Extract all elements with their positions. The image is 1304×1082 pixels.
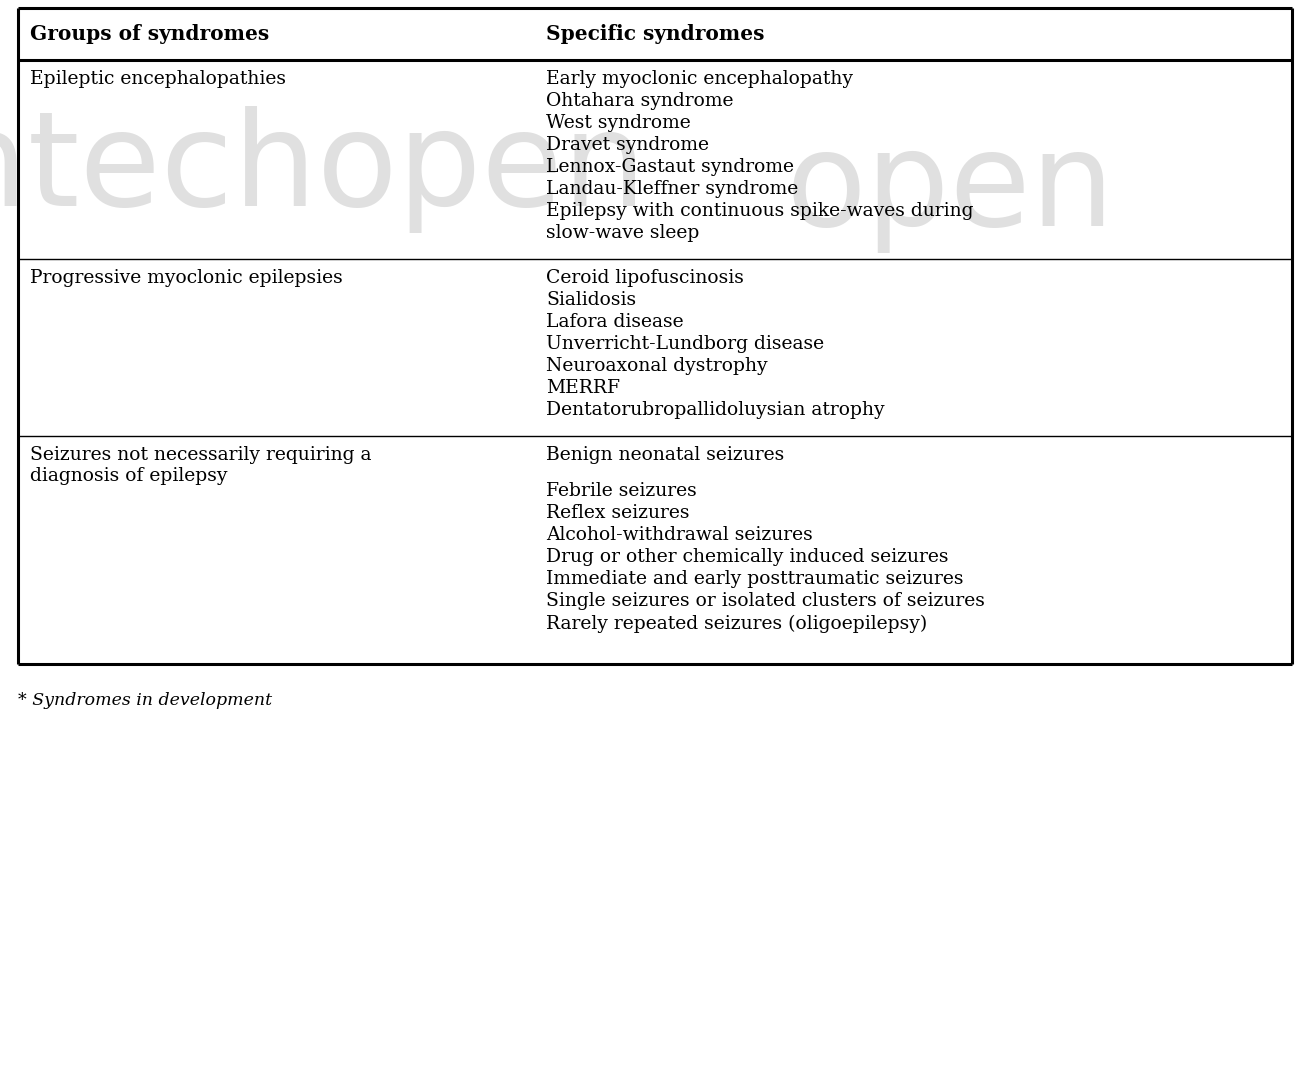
Text: Progressive myoclonic epilepsies: Progressive myoclonic epilepsies [30, 269, 343, 287]
Text: Single seizures or isolated clusters of seizures: Single seizures or isolated clusters of … [546, 592, 985, 610]
Text: Ceroid lipofuscinosis: Ceroid lipofuscinosis [546, 269, 743, 287]
Text: Ohtahara syndrome: Ohtahara syndrome [546, 92, 733, 110]
Text: Neuroaxonal dystrophy: Neuroaxonal dystrophy [546, 357, 768, 375]
Text: Landau-Kleffner syndrome: Landau-Kleffner syndrome [546, 180, 798, 198]
Text: Benign neonatal seizures: Benign neonatal seizures [546, 446, 784, 464]
Text: Immediate and early posttraumatic seizures: Immediate and early posttraumatic seizur… [546, 570, 964, 589]
Text: Dravet syndrome: Dravet syndrome [546, 136, 709, 154]
Text: West syndrome: West syndrome [546, 114, 691, 132]
Text: Drug or other chemically induced seizures: Drug or other chemically induced seizure… [546, 549, 948, 566]
Text: Unverricht-Lundborg disease: Unverricht-Lundborg disease [546, 335, 824, 353]
Text: Intechopen: Intechopen [0, 106, 647, 233]
Text: Dentatorubropallidoluysian atrophy: Dentatorubropallidoluysian atrophy [546, 401, 884, 419]
Text: Rarely repeated seizures (oligoepilepsy): Rarely repeated seizures (oligoepilepsy) [546, 615, 927, 633]
Text: Febrile seizures: Febrile seizures [546, 483, 696, 500]
Text: Reflex seizures: Reflex seizures [546, 504, 690, 523]
Text: * Syndromes in development: * Syndromes in development [18, 692, 273, 709]
Text: MERRF: MERRF [546, 379, 619, 397]
Text: Groups of syndromes: Groups of syndromes [30, 24, 269, 44]
Text: Sialidosis: Sialidosis [546, 291, 636, 309]
Text: Lennox-Gastaut syndrome: Lennox-Gastaut syndrome [546, 158, 794, 176]
Text: Seizures not necessarily requiring a
diagnosis of epilepsy: Seizures not necessarily requiring a dia… [30, 446, 372, 485]
Text: slow-wave sleep: slow-wave sleep [546, 224, 699, 242]
Text: Epileptic encephalopathies: Epileptic encephalopathies [30, 70, 286, 88]
Text: open: open [786, 126, 1116, 253]
Text: Early myoclonic encephalopathy: Early myoclonic encephalopathy [546, 70, 853, 88]
Text: Specific syndromes: Specific syndromes [546, 24, 764, 44]
Text: Alcohol-withdrawal seizures: Alcohol-withdrawal seizures [546, 526, 812, 544]
Text: Lafora disease: Lafora disease [546, 313, 683, 331]
Text: Epilepsy with continuous spike-waves during: Epilepsy with continuous spike-waves dur… [546, 202, 974, 220]
